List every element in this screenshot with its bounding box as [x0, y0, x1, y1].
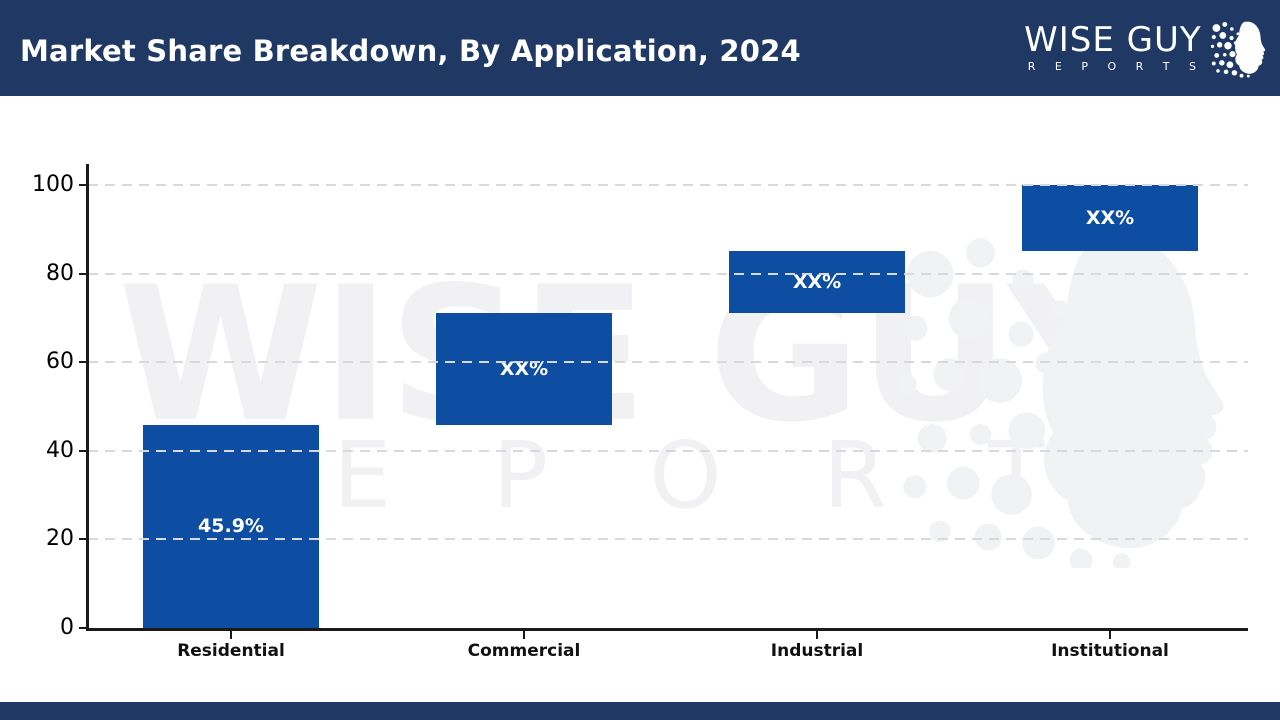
brand-head-icon: [1210, 21, 1266, 78]
y-axis-line: [86, 164, 89, 631]
footer-bar: [0, 702, 1280, 720]
bar: XX%: [1022, 185, 1198, 252]
y-tick-mark: [79, 449, 88, 452]
gridline: [88, 538, 1248, 541]
x-axis-label: Industrial: [770, 641, 864, 661]
x-axis-label: Institutional: [1051, 641, 1169, 661]
y-tick-label: 100: [32, 172, 74, 197]
x-axis-label: Residential: [177, 641, 285, 661]
y-tick-label: 20: [46, 526, 74, 552]
x-axis-label: Commercial: [467, 641, 581, 661]
brand-subtext: R E P O R T S: [1027, 59, 1204, 73]
brand-name-text: WISE GUY: [1024, 20, 1202, 61]
x-tick-mark: [1109, 631, 1111, 639]
header-bar: Market Share Breakdown, By Application, …: [0, 0, 1280, 96]
y-tick-mark: [79, 272, 88, 275]
x-tick-mark: [816, 631, 818, 639]
y-tick-mark: [79, 627, 88, 629]
gridline: [88, 184, 1248, 186]
y-tick-mark: [79, 538, 88, 541]
bar: 45.9%: [143, 424, 319, 628]
y-tick-mark: [79, 361, 88, 364]
gridline: [88, 449, 1248, 452]
watermark-text-line1: WISE GUY: [118, 246, 1143, 463]
bar-value-label: XX%: [1085, 207, 1135, 230]
x-tick-mark: [230, 631, 232, 639]
bar-value-label: XX%: [792, 271, 842, 294]
gridline: [88, 272, 1248, 275]
y-tick-label: 80: [46, 260, 74, 286]
page-title: Market Share Breakdown, By Application, …: [20, 34, 801, 68]
y-tick-label: 60: [46, 349, 74, 375]
brand-logo: WISE GUY R E P O R T S: [1022, 6, 1266, 90]
x-axis-line: [86, 628, 1248, 631]
y-tick-label: 0: [60, 615, 74, 640]
bar-value-label: XX%: [499, 358, 549, 381]
y-tick-mark: [79, 184, 88, 186]
bar-value-label: 45.9%: [198, 515, 264, 538]
gridline: [88, 361, 1248, 364]
x-tick-mark: [523, 631, 525, 639]
bar: XX%: [436, 313, 612, 425]
y-tick-label: 40: [46, 437, 74, 463]
bar: XX%: [729, 251, 905, 314]
brand-wordmark: WISE GUY R E P O R T S: [1022, 20, 1204, 73]
